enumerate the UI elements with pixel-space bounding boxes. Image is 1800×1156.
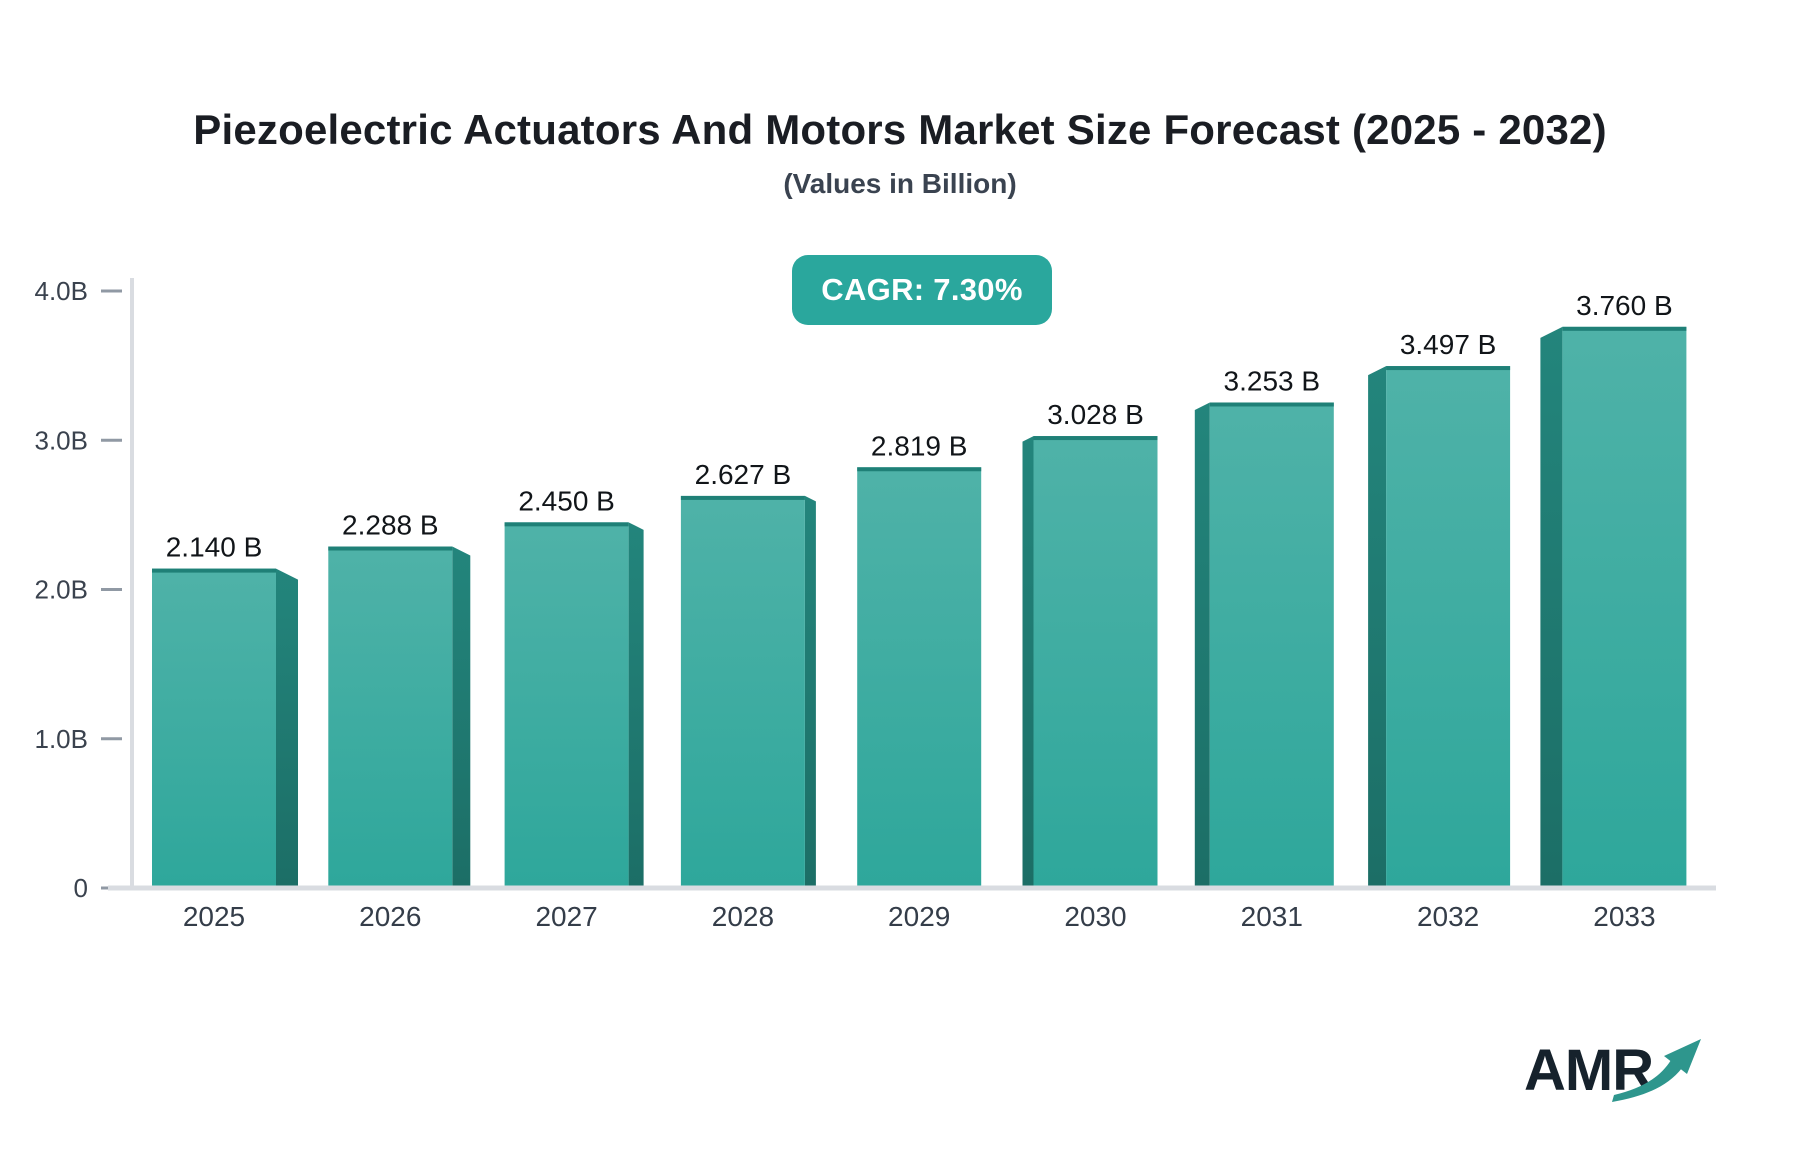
y-tick-label-0: 0 (74, 873, 88, 903)
x-tick-label-2029: 2029 (888, 901, 950, 932)
x-tick-label-2032: 2032 (1417, 901, 1479, 932)
bar-2031: 3.253 B 2031 (1194, 365, 1334, 932)
bar-face (857, 467, 982, 888)
bar-2026: 2.288 B 2026 (328, 510, 471, 932)
bar-2033: 3.760 B 2033 (1540, 290, 1687, 932)
value-label-2030: 3.028 B (1047, 399, 1144, 430)
bar-top-edge (1209, 402, 1334, 407)
bar-top-edge (1386, 366, 1511, 371)
value-label-2027: 2.450 B (518, 485, 615, 516)
bar-face (152, 568, 276, 888)
bar-2032: 3.497 B 2032 (1368, 329, 1511, 932)
bar-side (1022, 436, 1034, 888)
x-tick-label-2027: 2027 (535, 901, 597, 932)
bar-top-edge (680, 495, 805, 500)
x-tick-label-2028: 2028 (712, 901, 774, 932)
chart-subtitle: (Values in Billion) (783, 168, 1017, 199)
value-label-2029: 2.819 B (871, 430, 968, 461)
chart-title: Piezoelectric Actuators And Motors Marke… (193, 106, 1607, 153)
bar-side (628, 522, 644, 888)
bar-face (328, 546, 453, 888)
cagr-badge-label: CAGR: 7.30% (821, 272, 1023, 307)
value-label-2025: 2.140 B (166, 532, 263, 563)
bar-side (1368, 366, 1387, 888)
x-tick-label-2026: 2026 (359, 901, 421, 932)
bar-side (452, 546, 471, 888)
bar-top-edge (857, 467, 982, 472)
y-tick-label-1.0B: 1.0B (35, 724, 89, 754)
bar-top-edge (152, 568, 276, 573)
bar-side (1540, 326, 1563, 888)
value-label-2032: 3.497 B (1400, 329, 1497, 360)
bar-side (276, 568, 298, 888)
x-tick-label-2030: 2030 (1064, 901, 1126, 932)
y-tick-label-3.0B: 3.0B (35, 425, 89, 455)
bar-2025: 2.140 B 2025 (152, 532, 298, 932)
bar-2030: 3.028 B 2030 (1022, 399, 1158, 932)
growth-arrow-icon (1612, 1039, 1701, 1102)
bar-face (1209, 402, 1334, 888)
x-tick-label-2031: 2031 (1241, 901, 1303, 932)
bar-top-edge (328, 546, 453, 551)
bar-face (1386, 366, 1511, 888)
value-label-2026: 2.288 B (342, 510, 439, 541)
bar-face (1562, 326, 1687, 888)
value-label-2031: 3.253 B (1224, 365, 1321, 396)
value-label-2028: 2.627 B (695, 459, 792, 490)
bar-2029: 2.819 B 2029 (857, 430, 982, 932)
bar-face (504, 522, 629, 888)
bar-side (804, 495, 816, 888)
bar-side (1194, 402, 1210, 888)
bar-top-edge (504, 522, 629, 527)
bar-top-edge (1033, 436, 1158, 441)
cagr-badge: CAGR: 7.30% (792, 255, 1052, 325)
bar-2028: 2.627 B 2028 (680, 459, 816, 932)
x-tick-label-2033: 2033 (1593, 901, 1655, 932)
bar-2027: 2.450 B 2027 (504, 485, 644, 932)
amr-logo: AMR (1518, 1018, 1718, 1118)
bar-top-edge (1562, 326, 1687, 331)
value-label-2033: 3.760 B (1576, 290, 1673, 321)
y-tick-label-4.0B: 4.0B (35, 276, 89, 306)
y-tick-label-2.0B: 2.0B (35, 575, 89, 605)
x-tick-label-2025: 2025 (183, 901, 245, 932)
bar-face (680, 495, 805, 888)
amr-logo-graphic: AMR (1524, 1038, 1701, 1103)
bar-face (1033, 436, 1158, 888)
